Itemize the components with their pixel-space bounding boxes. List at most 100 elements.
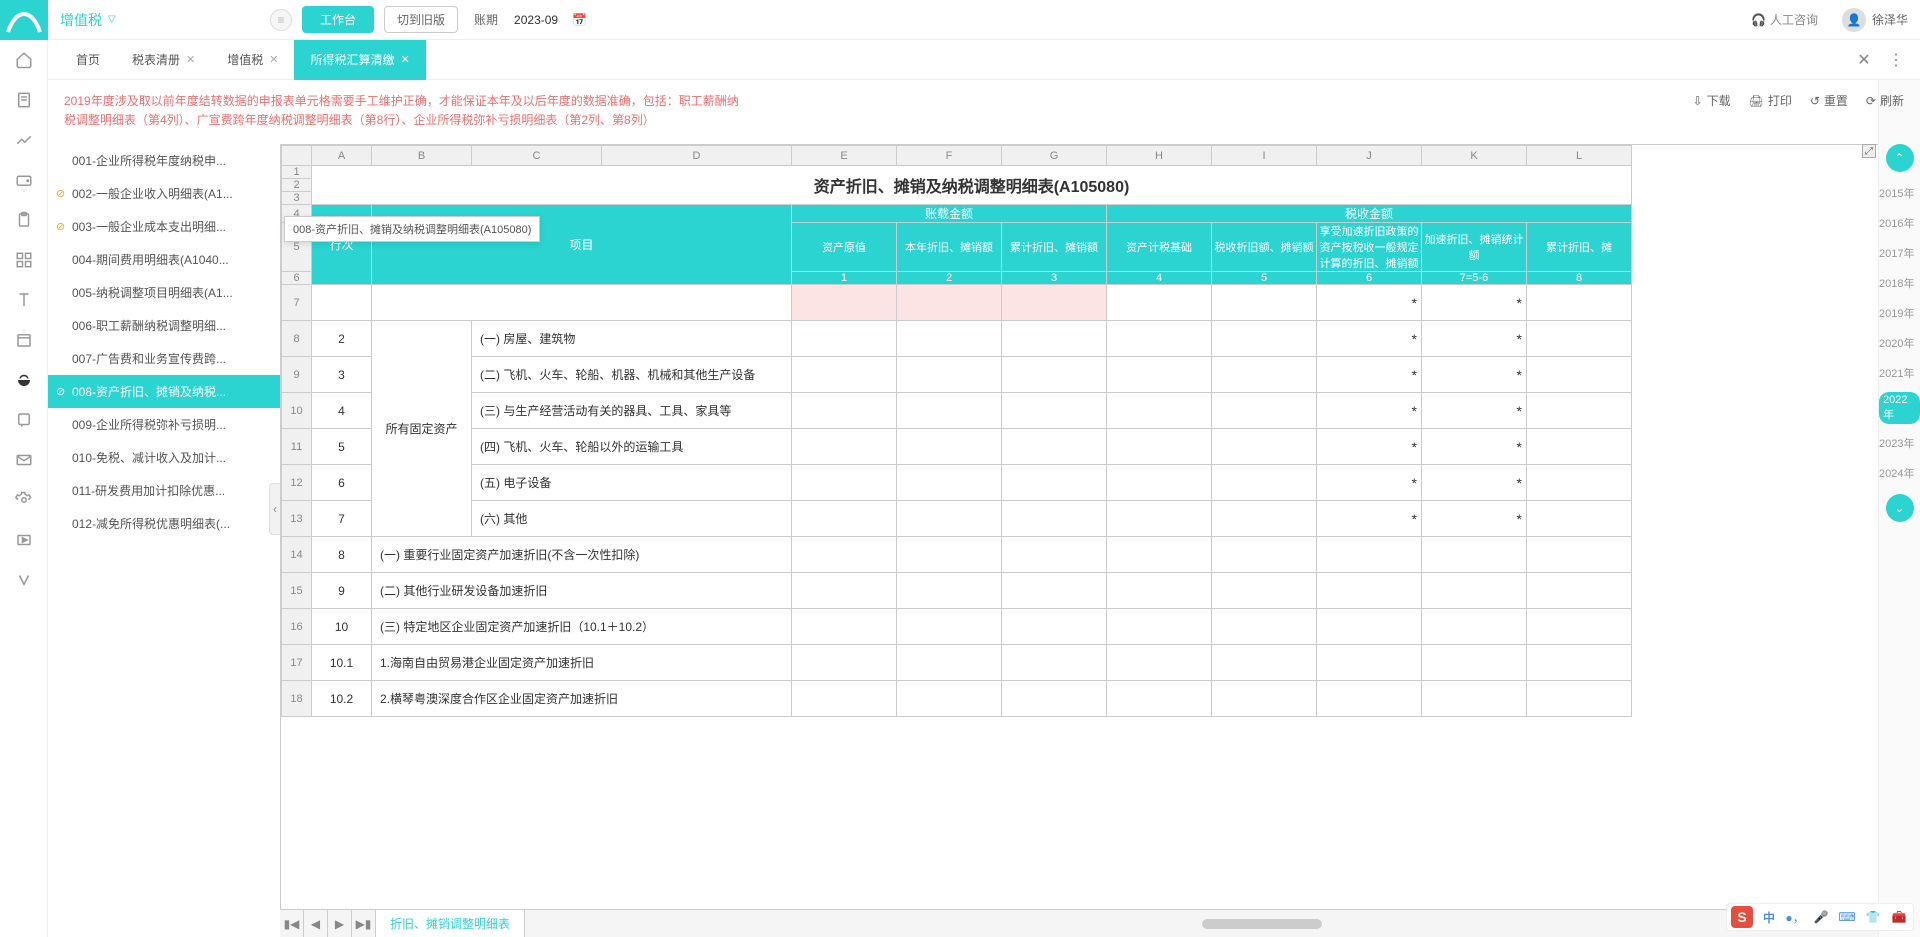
column-header[interactable]: A: [312, 146, 372, 166]
column-header[interactable]: L: [1527, 146, 1632, 166]
data-cell[interactable]: [1317, 357, 1422, 393]
ime-logo-icon[interactable]: S: [1731, 906, 1753, 928]
data-cell[interactable]: [1212, 465, 1317, 501]
data-cell[interactable]: [792, 573, 897, 609]
data-cell[interactable]: [1002, 429, 1107, 465]
data-cell[interactable]: [1212, 429, 1317, 465]
year-item[interactable]: 2016年: [1879, 208, 1920, 238]
horizontal-scrollbar[interactable]: [525, 910, 1878, 937]
column-header[interactable]: D: [602, 146, 792, 166]
data-cell[interactable]: [1422, 321, 1527, 357]
list-toggle-button[interactable]: ≡: [270, 9, 292, 31]
data-cell[interactable]: [1212, 501, 1317, 537]
data-cell[interactable]: [792, 393, 897, 429]
data-cell[interactable]: [1002, 465, 1107, 501]
year-scroll-down[interactable]: ⌄: [1886, 494, 1914, 522]
column-header[interactable]: [282, 146, 312, 166]
column-header[interactable]: C: [472, 146, 602, 166]
data-cell[interactable]: [1317, 609, 1422, 645]
ime-mic-icon[interactable]: 🎤: [1811, 907, 1831, 927]
data-cell[interactable]: [1527, 681, 1632, 717]
data-cell[interactable]: [1422, 537, 1527, 573]
report-list-item[interactable]: 007-广告费和业务宣传费跨...: [48, 342, 280, 375]
column-header[interactable]: I: [1212, 146, 1317, 166]
data-cell[interactable]: [1422, 465, 1527, 501]
data-cell[interactable]: [1107, 537, 1212, 573]
data-cell[interactable]: [1107, 393, 1212, 429]
calendar-icon[interactable]: [0, 320, 48, 360]
sheet-nav-prev[interactable]: ◀: [304, 910, 328, 937]
data-cell[interactable]: [1422, 681, 1527, 717]
row-header[interactable]: 18: [282, 681, 312, 717]
data-cell[interactable]: [1002, 609, 1107, 645]
ime-toolbox-icon[interactable]: 🧰: [1889, 907, 1909, 927]
data-cell[interactable]: [1002, 573, 1107, 609]
year-scroll-up[interactable]: ⌃: [1886, 144, 1914, 172]
page-tab[interactable]: 首页: [60, 40, 116, 80]
data-cell[interactable]: [792, 537, 897, 573]
sheet-nav-next[interactable]: ▶: [328, 910, 352, 937]
app-logo[interactable]: [0, 0, 48, 40]
row-header[interactable]: 2: [282, 179, 312, 192]
close-icon[interactable]: ✕: [186, 53, 195, 66]
data-cell[interactable]: [1422, 573, 1527, 609]
data-cell[interactable]: [1422, 357, 1527, 393]
close-all-tabs-button[interactable]: ✕: [1852, 48, 1876, 72]
data-cell[interactable]: [1422, 429, 1527, 465]
data-cell[interactable]: [1212, 537, 1317, 573]
data-cell[interactable]: [897, 573, 1002, 609]
year-item[interactable]: 2018年: [1879, 268, 1920, 298]
data-cell[interactable]: [897, 285, 1002, 321]
close-icon[interactable]: ✕: [401, 53, 410, 66]
data-cell[interactable]: [1527, 465, 1632, 501]
row-header[interactable]: 8: [282, 321, 312, 357]
data-cell[interactable]: [897, 465, 1002, 501]
data-cell[interactable]: [1317, 645, 1422, 681]
workspace-button[interactable]: 工作台: [302, 6, 374, 33]
data-cell[interactable]: [1317, 393, 1422, 429]
data-cell[interactable]: [1212, 357, 1317, 393]
grid-icon[interactable]: [0, 240, 48, 280]
tax-type-dropdown[interactable]: 增值税 ▽: [60, 10, 260, 30]
data-cell[interactable]: [897, 393, 1002, 429]
row-header[interactable]: 10: [282, 393, 312, 429]
data-cell[interactable]: [1317, 537, 1422, 573]
data-cell[interactable]: [1212, 573, 1317, 609]
data-cell[interactable]: [1317, 429, 1422, 465]
row-header[interactable]: 9: [282, 357, 312, 393]
data-cell[interactable]: [792, 681, 897, 717]
column-header[interactable]: B: [372, 146, 472, 166]
expand-sheet-button[interactable]: ⤢: [1862, 144, 1876, 158]
data-cell[interactable]: [1317, 285, 1422, 321]
year-item[interactable]: 2017年: [1879, 238, 1920, 268]
page-tab[interactable]: 税表清册✕: [116, 40, 211, 80]
report-list-item[interactable]: 011-研发费用加计扣除优惠...: [48, 474, 280, 507]
print-button[interactable]: 🖨打印: [1749, 92, 1792, 109]
data-cell[interactable]: [897, 609, 1002, 645]
data-cell[interactable]: [1317, 681, 1422, 717]
data-cell[interactable]: [1107, 429, 1212, 465]
data-cell[interactable]: [792, 321, 897, 357]
data-cell[interactable]: [1527, 357, 1632, 393]
data-cell[interactable]: [1527, 645, 1632, 681]
report-list-item[interactable]: ⊘002-一般企业收入明细表(A1...: [48, 177, 280, 210]
data-cell[interactable]: [1317, 573, 1422, 609]
data-cell[interactable]: [1317, 501, 1422, 537]
doc-icon[interactable]: [0, 80, 48, 120]
row-header[interactable]: 14: [282, 537, 312, 573]
ime-punct-icon[interactable]: ●，: [1785, 907, 1805, 927]
ime-keyboard-icon[interactable]: ⌨: [1837, 907, 1857, 927]
data-cell[interactable]: [1212, 609, 1317, 645]
report-list-item[interactable]: 001-企业所得税年度纳税申...: [48, 144, 280, 177]
support-link[interactable]: 🎧 人工咨询: [1751, 11, 1818, 28]
sheet-nav-first[interactable]: ▮◀: [280, 910, 304, 937]
data-cell[interactable]: [1422, 501, 1527, 537]
data-cell[interactable]: [1107, 285, 1212, 321]
sheet-tab-active[interactable]: 折旧、摊销调整明细表: [376, 910, 525, 937]
mail-icon[interactable]: [0, 440, 48, 480]
data-cell[interactable]: [897, 321, 1002, 357]
data-cell[interactable]: [897, 357, 1002, 393]
report-list-item[interactable]: 009-企业所得税弥补亏损明...: [48, 408, 280, 441]
data-cell[interactable]: [1002, 681, 1107, 717]
column-header[interactable]: G: [1002, 146, 1107, 166]
